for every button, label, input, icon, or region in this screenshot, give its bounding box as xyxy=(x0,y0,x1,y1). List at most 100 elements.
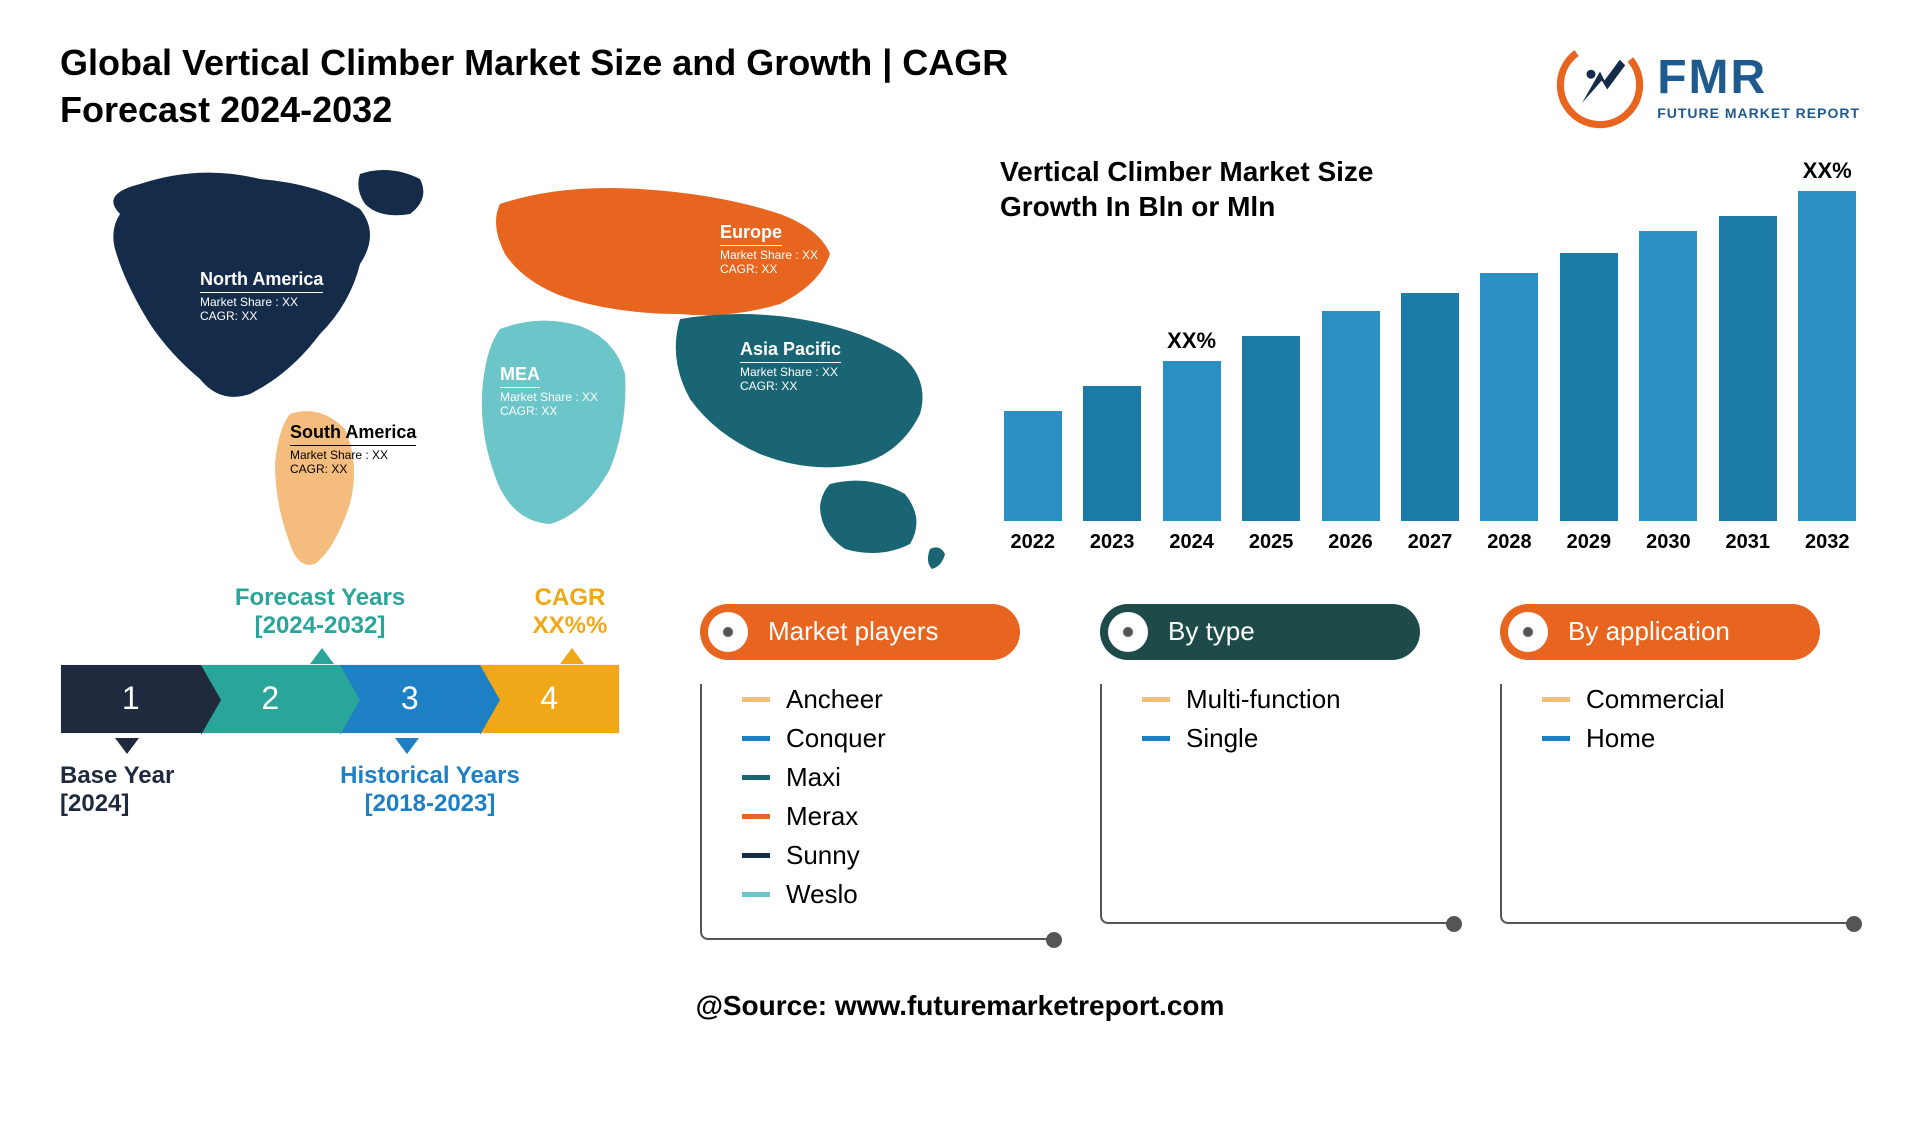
bar-column: 2028 xyxy=(1477,273,1542,554)
bar-chart-title: Vertical Climber Market Size Growth In B… xyxy=(1000,154,1380,224)
page-title: Global Vertical Climber Market Size and … xyxy=(60,40,1160,134)
label-forecast: Forecast Years [2024-2032] xyxy=(220,584,420,642)
list-item: Single xyxy=(1142,723,1450,754)
cagr-sub: XX%% xyxy=(500,612,640,641)
item-color-icon xyxy=(742,853,770,858)
timeline-segment: 2 xyxy=(201,665,341,733)
bar-column: XX%2032 xyxy=(1795,191,1860,554)
bar-category-label: 2027 xyxy=(1408,531,1453,554)
region-greenland xyxy=(358,170,423,215)
item-color-icon xyxy=(742,814,770,819)
item-label: Ancheer xyxy=(786,684,883,715)
region-share: Market Share : XX xyxy=(200,295,323,309)
bar-column: 2029 xyxy=(1556,253,1621,554)
region-name: Europe xyxy=(720,222,782,246)
bar-annotation: XX% xyxy=(1803,158,1852,184)
tri-hist xyxy=(395,738,419,754)
pill-dot-icon xyxy=(1508,612,1548,652)
tri-forecast xyxy=(310,648,334,664)
item-color-icon xyxy=(742,697,770,702)
pill-title: By application xyxy=(1568,616,1730,647)
hist-title: Historical Years xyxy=(320,762,540,791)
label-south-america: South America Market Share : XX CAGR: XX xyxy=(290,422,416,476)
bottom-row: Forecast Years [2024-2032] CAGR XX%% 123… xyxy=(60,604,1860,940)
pill-list: Ancheer Conquer Maxi Merax Sunny Weslo xyxy=(700,684,1060,940)
bar-category-label: 2030 xyxy=(1646,531,1691,554)
list-item: Multi-function xyxy=(1142,684,1450,715)
bar-column: 2026 xyxy=(1318,311,1383,554)
item-color-icon xyxy=(1142,736,1170,741)
timeline-bar: 1234 xyxy=(60,664,620,734)
list-item: Merax xyxy=(742,801,1050,832)
item-label: Multi-function xyxy=(1186,684,1341,715)
list-item: Commercial xyxy=(1542,684,1850,715)
label-cagr: CAGR XX%% xyxy=(500,584,640,642)
region-name: MEA xyxy=(500,364,540,388)
bar-column: 2030 xyxy=(1636,231,1701,554)
item-color-icon xyxy=(1542,736,1570,741)
pill-dot-icon xyxy=(1108,612,1148,652)
header: Global Vertical Climber Market Size and … xyxy=(60,40,1860,134)
bar-category-label: 2032 xyxy=(1805,531,1850,554)
tri-cagr xyxy=(560,648,584,664)
bar-category-label: 2029 xyxy=(1567,531,1612,554)
base-sub: [2024] xyxy=(60,790,220,819)
region-share: Market Share : XX xyxy=(290,448,416,462)
cagr-title: CAGR xyxy=(500,584,640,613)
bar-category-label: 2022 xyxy=(1010,531,1055,554)
pill-block: Market playersAncheerConquerMaxiMeraxSun… xyxy=(700,604,1060,940)
bar-column: 2027 xyxy=(1397,293,1462,554)
list-item: Maxi xyxy=(742,762,1050,793)
item-color-icon xyxy=(742,736,770,741)
label-historical: Historical Years [2018-2023] xyxy=(320,762,540,820)
logo-icon xyxy=(1555,40,1645,130)
timeline-segment: 4 xyxy=(480,665,620,733)
region-name: North America xyxy=(200,269,323,293)
logo: FMR FUTURE MARKET REPORT xyxy=(1555,40,1860,130)
region-cagr: CAGR: XX xyxy=(290,462,416,476)
bar-fill xyxy=(1719,216,1777,521)
bar-column: 2025 xyxy=(1238,336,1303,554)
logo-sub: FUTURE MARKET REPORT xyxy=(1657,105,1860,121)
bar-column: 2031 xyxy=(1715,216,1780,554)
bar-category-label: 2023 xyxy=(1090,531,1135,554)
region-cagr: CAGR: XX xyxy=(500,404,598,418)
forecast-sub: [2024-2032] xyxy=(220,612,420,641)
pill-title: By type xyxy=(1168,616,1255,647)
bar-fill xyxy=(1639,231,1697,521)
base-title: Base Year xyxy=(60,762,220,791)
logo-text: FMR FUTURE MARKET REPORT xyxy=(1657,50,1860,121)
world-map: North America Market Share : XX CAGR: XX… xyxy=(60,154,960,574)
list-item: Sunny xyxy=(742,840,1050,871)
bar-fill xyxy=(1560,253,1618,521)
item-label: Home xyxy=(1586,723,1655,754)
label-north-america: North America Market Share : XX CAGR: XX xyxy=(200,269,323,323)
bar-category-label: 2024 xyxy=(1169,531,1214,554)
bar-fill xyxy=(1083,386,1141,521)
timeline-segment: 3 xyxy=(340,665,480,733)
region-nz xyxy=(928,547,945,569)
pill-list: Commercial Home xyxy=(1500,684,1860,924)
bar-column: 2023 xyxy=(1079,386,1144,554)
bar-category-label: 2028 xyxy=(1487,531,1532,554)
pill-block: By application Commercial Home xyxy=(1500,604,1860,940)
bar-fill xyxy=(1004,411,1062,521)
bar-fill xyxy=(1401,293,1459,521)
item-color-icon xyxy=(742,892,770,897)
region-share: Market Share : XX xyxy=(740,365,841,379)
list-item: Conquer xyxy=(742,723,1050,754)
bar-column: XX%2024 xyxy=(1159,361,1224,554)
pill-block: By type Multi-function Single xyxy=(1100,604,1460,940)
pill-section: Market playersAncheerConquerMaxiMeraxSun… xyxy=(700,604,1860,940)
item-color-icon xyxy=(742,775,770,780)
item-label: Weslo xyxy=(786,879,858,910)
logo-fmr: FMR xyxy=(1657,50,1767,105)
region-australia xyxy=(820,480,916,552)
item-label: Single xyxy=(1186,723,1258,754)
pill-list: Multi-function Single xyxy=(1100,684,1460,924)
bar-chart-area: Vertical Climber Market Size Growth In B… xyxy=(1000,154,1860,574)
hist-sub: [2018-2023] xyxy=(320,790,540,819)
bar-annotation: XX% xyxy=(1167,328,1216,354)
pill-dot-icon xyxy=(708,612,748,652)
region-cagr: CAGR: XX xyxy=(720,262,818,276)
